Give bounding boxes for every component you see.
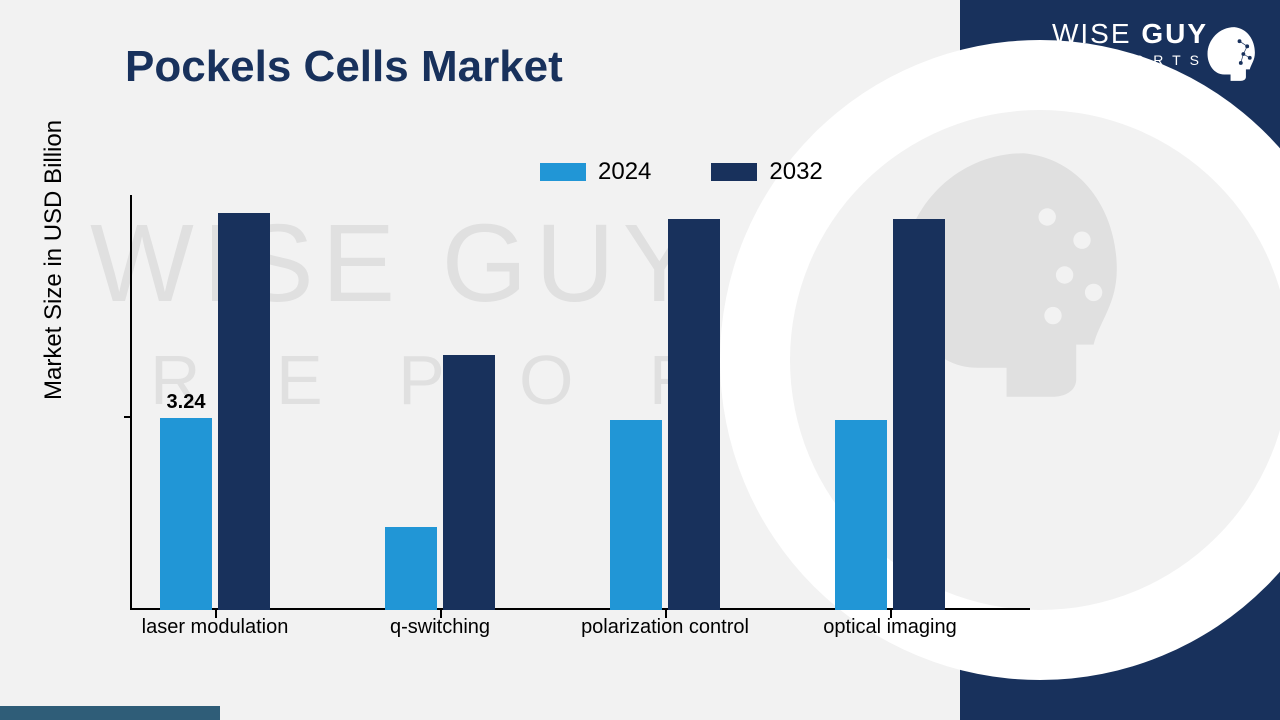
y-axis-label: Market Size in USD Billion <box>40 120 68 400</box>
legend-swatch <box>711 163 757 181</box>
legend-item-2024: 2024 <box>540 158 651 186</box>
brand-line1-a: WISE <box>1052 18 1132 49</box>
legend-item-2032: 2032 <box>711 158 822 186</box>
brand-line2: REPORTS <box>1052 52 1208 68</box>
bar-groups: 3.24laser modulationq-switchingpolarizat… <box>130 195 1030 610</box>
bar-2024 <box>835 420 887 610</box>
category-label: polarization control <box>570 610 760 639</box>
chart-title: Pockels Cells Market <box>125 42 563 92</box>
legend-label: 2024 <box>598 158 651 186</box>
category-label: laser modulation <box>120 610 310 639</box>
chart-plot-area: 3.24laser modulationq-switchingpolarizat… <box>130 195 1030 610</box>
bar-2024 <box>160 418 212 610</box>
bar-2032 <box>893 219 945 610</box>
legend-label: 2032 <box>769 158 822 186</box>
bar-2032 <box>668 219 720 610</box>
category-label: optical imaging <box>795 610 985 639</box>
bottom-accent-bar <box>0 706 220 720</box>
y-tick <box>124 416 130 418</box>
bar-value-label: 3.24 <box>167 391 206 414</box>
bar-2032 <box>218 213 270 610</box>
brand-logo: WISE GUY REPORTS <box>1052 18 1256 68</box>
legend: 2024 2032 <box>540 158 823 186</box>
bar-2024 <box>610 420 662 610</box>
category-label: q-switching <box>345 610 535 639</box>
brand-head-icon <box>1196 22 1260 86</box>
legend-swatch <box>540 163 586 181</box>
bar-2032 <box>443 355 495 610</box>
bar-2024 <box>385 527 437 610</box>
